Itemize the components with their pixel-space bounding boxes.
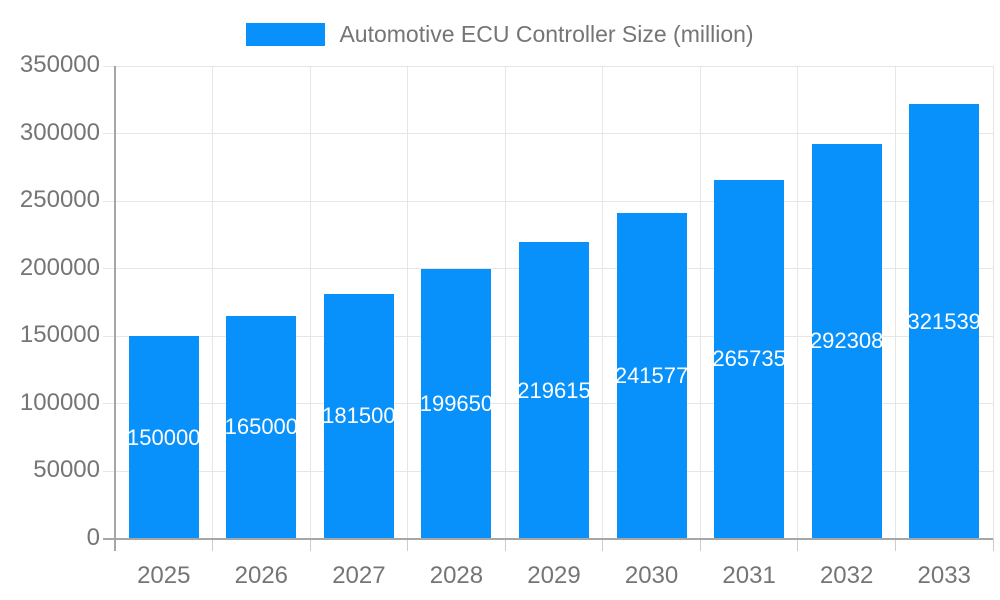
x-axis-tick-label: 2026: [234, 562, 289, 589]
bar-value-label: 265735: [714, 346, 785, 372]
v-gridline: [504, 66, 506, 539]
x-axis-tick-label: 2030: [624, 562, 679, 589]
v-gridline: [602, 66, 604, 539]
x-axis-tick-label: 2028: [429, 562, 484, 589]
y-axis-tick-label: 350000: [19, 51, 100, 78]
h-gridline: [115, 65, 993, 67]
bar[interactable]: 219615: [519, 242, 589, 539]
y-axis-tick-label: 0: [86, 524, 100, 551]
x-axis-tick: [309, 539, 311, 551]
v-gridline: [212, 66, 214, 539]
x-axis-tick: [797, 539, 799, 551]
v-gridline: [407, 66, 409, 539]
bar[interactable]: 265735: [714, 179, 785, 539]
y-axis-tick-label: 100000: [19, 388, 100, 416]
y-axis-tick: [103, 335, 115, 337]
bar-value-label: 292308: [811, 328, 882, 354]
bar-value-label: 241577: [616, 362, 687, 388]
bar[interactable]: 199650: [421, 269, 492, 539]
y-axis-line: [114, 66, 116, 551]
y-axis-tick-label: 200000: [19, 253, 100, 281]
bar[interactable]: 292308: [811, 143, 882, 539]
x-axis-tick-label: 2027: [332, 562, 386, 589]
v-gridline: [894, 66, 896, 539]
bar[interactable]: 241577: [616, 212, 687, 539]
x-axis-tick: [602, 539, 604, 551]
v-gridline: [992, 66, 994, 539]
x-axis-tick: [992, 539, 994, 551]
v-gridline: [309, 66, 311, 539]
y-axis-tick-label: 150000: [19, 321, 100, 349]
x-axis-tick: [407, 539, 409, 551]
h-gridline: [115, 133, 993, 135]
bar-value-label: 219615: [519, 377, 589, 403]
v-gridline: [699, 66, 701, 539]
bar[interactable]: 150000: [128, 336, 199, 539]
x-axis-tick: [504, 539, 506, 551]
bar-value-label: 321539: [909, 308, 980, 334]
bar[interactable]: 321539: [909, 104, 980, 539]
legend-label: Automotive ECU Controller Size (million): [339, 21, 754, 47]
bar-value-label: 165000: [226, 414, 297, 440]
x-axis-tick: [894, 539, 896, 551]
x-axis-tick-label: 2029: [527, 562, 581, 589]
y-axis-tick: [103, 133, 115, 135]
bar-value-label: 181500: [323, 403, 394, 429]
h-gridline: [115, 200, 993, 202]
x-axis-tick: [212, 539, 214, 551]
x-axis-tick-label: 2033: [917, 562, 971, 589]
x-axis-tick: [699, 539, 701, 551]
bar[interactable]: 165000: [226, 316, 297, 539]
x-axis-tick-label: 2025: [137, 562, 191, 589]
legend-swatch-icon: [246, 23, 326, 46]
y-axis-tick-label: 50000: [33, 456, 100, 484]
bar[interactable]: 181500: [323, 293, 394, 539]
v-gridline: [797, 66, 799, 539]
x-axis-tick-label: 2031: [722, 562, 776, 589]
y-axis-tick: [103, 470, 115, 472]
x-axis-tick-label: 2032: [819, 562, 874, 589]
x-axis-line: [103, 538, 993, 540]
y-axis-tick: [103, 65, 115, 67]
y-axis-tick: [103, 200, 115, 202]
bar-value-label: 150000: [128, 424, 199, 450]
y-axis-tick: [103, 403, 115, 405]
y-axis-tick: [103, 268, 115, 270]
y-axis-tick-label: 250000: [19, 186, 100, 214]
chart-legend: Automotive ECU Controller Size (million): [0, 21, 1000, 48]
bar-value-label: 199650: [421, 391, 492, 417]
y-axis-tick-label: 300000: [19, 118, 100, 146]
